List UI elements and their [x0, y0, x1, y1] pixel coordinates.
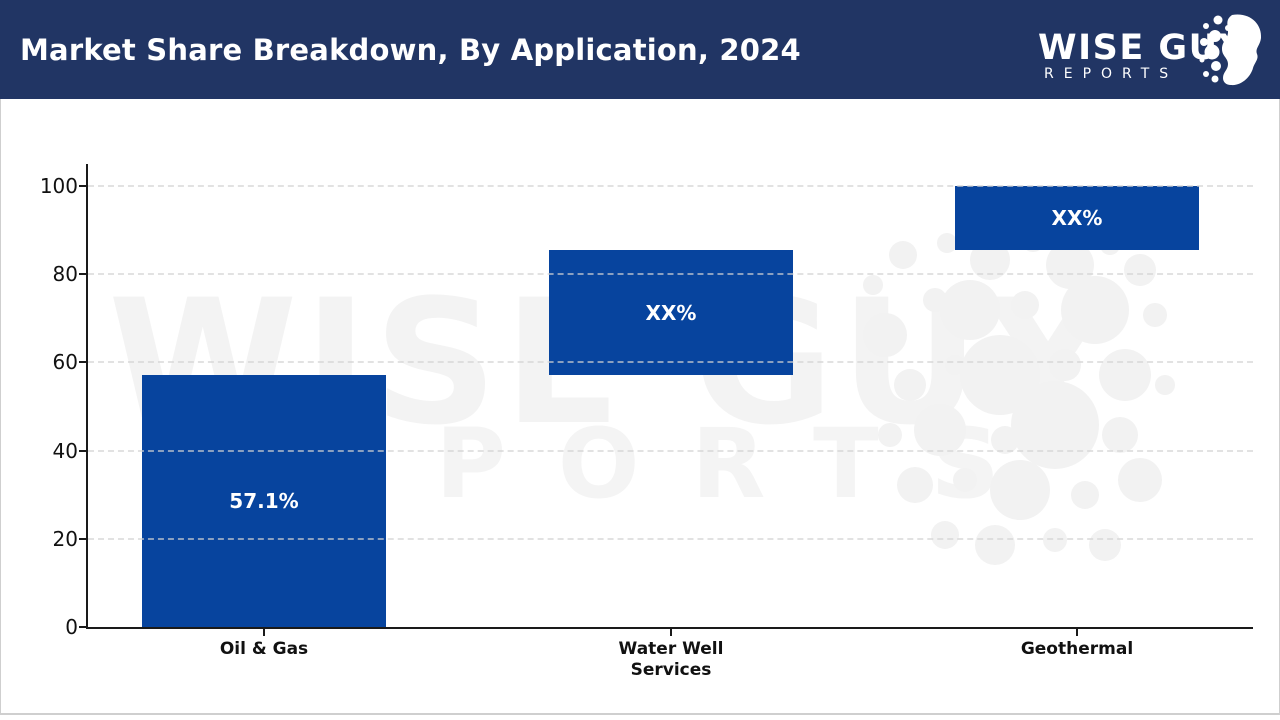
watermark-face-icon [863, 228, 1175, 565]
gridline-y-40 [88, 449, 1253, 452]
x-category-label-1: Water Well Services [618, 639, 724, 681]
bar-geothermal: XX% [955, 186, 1199, 251]
y-tick-80 [79, 273, 86, 276]
y-tick-label-0: 0 [65, 615, 78, 639]
bar-oil-gas: 57.1% [142, 375, 386, 627]
gridline-y-100 [88, 185, 1253, 187]
bar-value-label: XX% [645, 300, 697, 325]
x-tick-0 [263, 629, 265, 636]
y-tick-label-40: 40 [52, 438, 78, 463]
y-tick-label-100: 100 [39, 174, 78, 198]
gridline-y-60 [88, 361, 1253, 364]
x-category-label-2: Geothermal [1020, 639, 1134, 659]
bar-value-label: XX% [1051, 206, 1103, 231]
y-axis-line [86, 164, 88, 629]
y-tick-40 [79, 449, 86, 452]
header-bar: Market Share Breakdown, By Application, … [0, 0, 1280, 99]
y-tick-label-80: 80 [52, 262, 78, 287]
logo-text-line2: REPORTS [1044, 66, 1179, 82]
y-tick-60 [79, 361, 86, 364]
brand-logo: WISE GUY REPORTS [1014, 8, 1264, 92]
gridline-y-80 [88, 273, 1253, 276]
bar-value-label: 57.1% [229, 489, 299, 514]
x-category-label-0: Oil & Gas [219, 639, 309, 659]
bar-water-well-services: XX% [549, 250, 793, 376]
y-tick-0 [79, 626, 86, 628]
logo-face-icon [1199, 14, 1262, 86]
y-tick-label-60: 60 [52, 350, 78, 375]
gridline-y-20 [88, 537, 1253, 540]
y-tick-label-20: 20 [52, 526, 78, 551]
x-axis-line [86, 627, 1253, 629]
x-tick-1 [670, 629, 672, 636]
page-title: Market Share Breakdown, By Application, … [20, 32, 801, 67]
x-tick-2 [1076, 629, 1078, 636]
y-tick-100 [79, 185, 86, 187]
y-tick-20 [79, 537, 86, 540]
